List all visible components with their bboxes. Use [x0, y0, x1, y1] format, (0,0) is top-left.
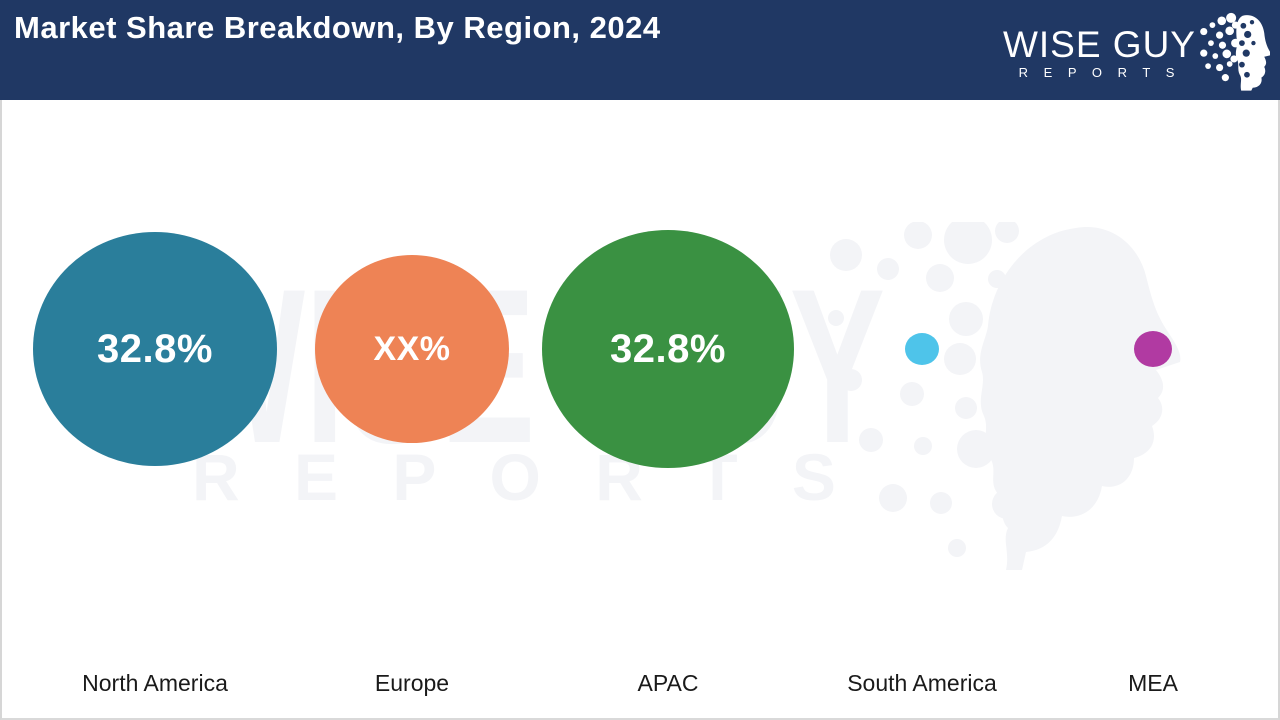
- header-bar: Market Share Breakdown, By Region, 2024 …: [0, 0, 1280, 100]
- bubble-south-america: [905, 333, 939, 365]
- wiseguy-head-icon: [1200, 12, 1270, 91]
- watermark-head-graphic: [828, 222, 1181, 570]
- category-label-north-america: North America: [82, 670, 228, 696]
- wiseguy-logo-name: WISE GUY: [1002, 24, 1196, 65]
- bubble-value-apac: 32.8%: [610, 326, 726, 371]
- watermark-reports-text: R E P O R T S: [192, 440, 854, 514]
- bubble-value-north-america: 32.8%: [97, 326, 213, 371]
- bubble-europe: XX%: [315, 255, 509, 443]
- chart-area: WISE GUY R E P O R T S 32.8% XX% 32.8% N…: [0, 100, 1280, 720]
- bubble-apac: 32.8%: [542, 230, 794, 468]
- wiseguy-logo-text: WISE GUY R E P O R T S: [1003, 26, 1196, 82]
- category-label-europe: Europe: [374, 670, 450, 696]
- bubble-value-europe: XX%: [373, 329, 451, 368]
- wiseguy-logo: WISE GUY R E P O R T S: [1003, 6, 1270, 96]
- wiseguy-logo-subline: R E P O R T S: [1018, 65, 1181, 80]
- page-title: Market Share Breakdown, By Region, 2024: [14, 10, 661, 45]
- category-label-mea: MEA: [1128, 670, 1178, 696]
- bubble-north-america: 32.8%: [33, 232, 277, 466]
- bubble-mea: [1134, 331, 1172, 367]
- category-label-south-america: South America: [847, 670, 997, 696]
- category-label-apac: APAC: [637, 670, 699, 696]
